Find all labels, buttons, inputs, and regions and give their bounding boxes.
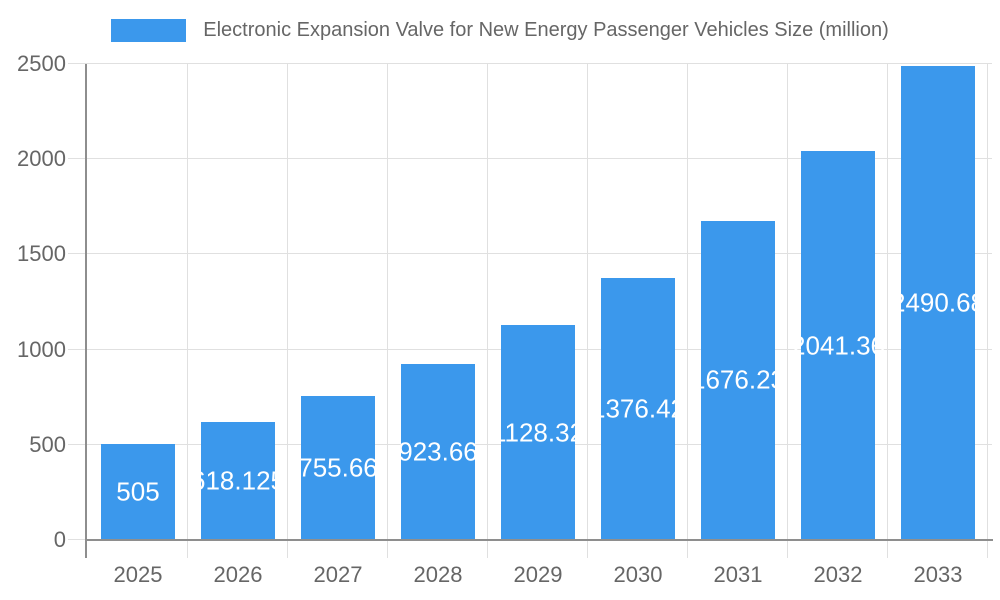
y-tick-label: 2000	[17, 146, 66, 172]
bar[interactable]	[401, 364, 475, 540]
bar-value-label: 2490.68	[891, 287, 985, 318]
gridline-x	[487, 64, 488, 540]
x-tick-label: 2027	[313, 562, 363, 587]
y-tick-label: 1500	[17, 241, 66, 267]
bar-value-label: 1676.23	[691, 364, 785, 395]
gridline-x	[887, 64, 888, 540]
bar[interactable]	[901, 65, 975, 540]
x-tick-label: 2026	[213, 562, 263, 587]
y-tick-label: 2500	[17, 51, 66, 76]
x-tick-label: 2028	[413, 562, 463, 587]
x-tick-label: 2029	[513, 562, 563, 587]
y-tick-label: 500	[29, 431, 66, 457]
x-tick-label: 2033	[913, 562, 963, 587]
legend-label: Electronic Expansion Valve for New Energ…	[203, 18, 889, 41]
gridline-x	[387, 64, 388, 540]
x-axis-tick	[887, 541, 888, 558]
gridline-x	[687, 64, 688, 540]
x-tick-label: 2032	[813, 562, 863, 587]
bar[interactable]	[701, 220, 775, 540]
bar[interactable]	[101, 443, 175, 540]
bar-value-label: 505	[116, 476, 160, 507]
bar-value-label: 618.125	[191, 465, 285, 496]
gridline-x	[187, 64, 188, 540]
x-axis-tick	[687, 541, 688, 558]
gridline-x	[287, 64, 288, 540]
bar[interactable]	[801, 151, 875, 540]
y-tick-label: 1000	[17, 336, 66, 362]
gridline-y	[88, 253, 992, 255]
x-axis-tick	[487, 541, 488, 558]
y-axis-tick	[68, 158, 88, 160]
y-axis-tick	[68, 443, 88, 445]
bar-value-label: 1376.42	[591, 393, 685, 424]
y-axis-tick	[68, 539, 88, 540]
bar-value-label: 755.66	[298, 452, 378, 483]
bar[interactable]	[301, 396, 375, 540]
x-tick-label: 2031	[713, 562, 763, 587]
x-axis-tick	[287, 541, 288, 558]
bar[interactable]	[201, 422, 275, 540]
gridline-y	[88, 158, 992, 160]
gridline-y	[88, 63, 992, 64]
bar[interactable]	[601, 277, 675, 540]
y-tick-label: 0	[53, 527, 66, 552]
gridline-x	[787, 64, 788, 540]
bar-value-label: 2041.36	[791, 330, 885, 361]
gridline-x	[587, 64, 588, 540]
chart-legend[interactable]: Electronic Expansion Valve for New Energ…	[0, 16, 1000, 44]
x-tick-label: 2025	[113, 562, 163, 587]
x-axis-tick	[787, 541, 788, 558]
x-axis-line	[85, 539, 993, 541]
x-tick-label: 2030	[613, 562, 663, 587]
y-axis-tick	[68, 253, 88, 255]
bar-value-label: 923.66	[398, 436, 478, 467]
bar-value-label: 1128.32	[491, 417, 585, 448]
bar[interactable]	[501, 325, 575, 540]
y-axis-line	[85, 64, 87, 558]
gridline-x	[987, 64, 988, 540]
y-axis-tick	[68, 348, 88, 350]
x-axis-tick	[187, 541, 188, 558]
y-axis-tick	[68, 63, 88, 64]
x-axis-tick	[587, 541, 588, 558]
legend-swatch	[111, 18, 187, 42]
x-axis-tick	[987, 541, 988, 558]
x-axis-tick	[387, 541, 388, 558]
